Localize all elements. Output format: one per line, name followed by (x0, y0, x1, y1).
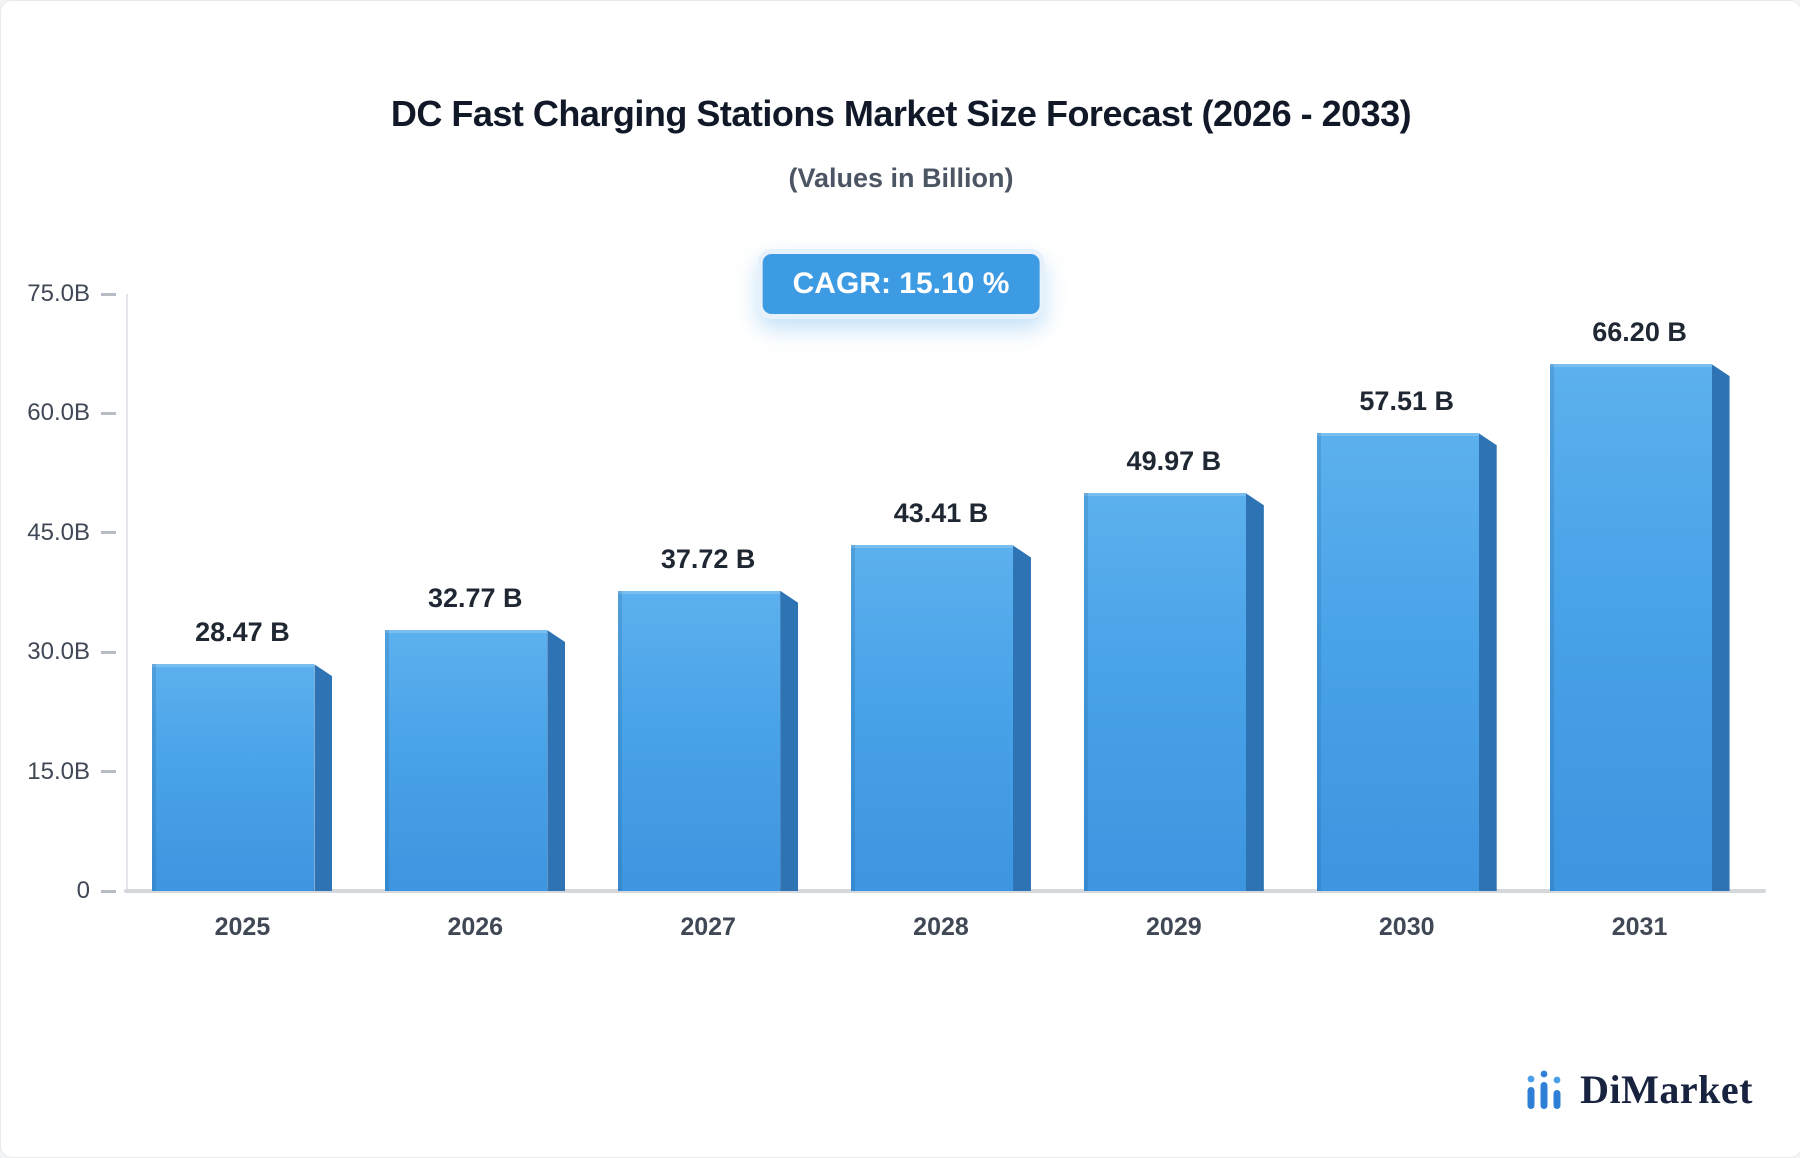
bar-chart-icon (1527, 1070, 1561, 1109)
bar-2025 (152, 664, 333, 891)
bar-slot: 32.77 B 2026 (359, 294, 592, 941)
bar-front-face (1549, 364, 1712, 891)
y-tick-mark (101, 531, 116, 535)
bar-2027 (618, 590, 799, 891)
bar-value-label: 43.41 B (893, 498, 989, 529)
bar-2028 (850, 545, 1031, 891)
bar-2026 (385, 630, 566, 891)
x-axis-label: 2028 (913, 913, 969, 941)
brand-logo: DiMarket (1522, 1066, 1753, 1113)
bar-front-face (1083, 493, 1246, 891)
x-axis-label: 2026 (447, 913, 504, 941)
y-tick-label: 60.0B (27, 399, 90, 427)
bar-value-label: 28.47 B (195, 617, 290, 648)
bar-slot: 37.72 B 2027 (592, 294, 825, 941)
x-axis-label: 2025 (214, 913, 271, 941)
bar-slot: 28.47 B 2025 (126, 294, 359, 941)
y-tick-label: 15.0B (27, 757, 90, 785)
bar-value-label: 37.72 B (660, 543, 756, 574)
bar-side-face (547, 630, 566, 891)
x-axis-label: 2031 (1611, 913, 1668, 941)
bar-value-label: 49.97 B (1126, 446, 1222, 477)
y-tick-mark (101, 770, 116, 774)
y-tick-mark (101, 650, 116, 654)
bar-value-label: 57.51 B (1359, 386, 1454, 417)
bar-slot: 66.20 B 2031 (1523, 294, 1756, 941)
bar-2029 (1083, 493, 1264, 891)
bar-slot: 49.97 B 2029 (1057, 294, 1290, 941)
bar-side-face (1478, 433, 1497, 891)
y-tick-mark (101, 889, 116, 893)
bar-side-face (314, 664, 333, 891)
y-tick-label: 30.0B (27, 638, 90, 666)
bar-side-face (1245, 493, 1264, 891)
plot-area: 75.0B 60.0B 45.0B 30.0B 15.0B 0 28.47 B 2025 32.… (27, 280, 1766, 941)
bar-value-label: 32.77 B (427, 583, 523, 614)
y-tick-mark (101, 411, 116, 415)
bar-slot: 43.41 B 2028 (825, 294, 1058, 941)
x-axis-label: 2030 (1378, 913, 1435, 941)
x-axis-label: 2029 (1146, 913, 1202, 941)
bar-2030 (1316, 433, 1497, 891)
x-axis-label: 2027 (680, 913, 736, 941)
chart-title: DC Fast Charging Stations Market Size Fo… (390, 93, 1412, 134)
brand-name: DiMarket (1580, 1067, 1753, 1112)
y-tick-label: 0 (76, 877, 90, 904)
bar-front-face (385, 630, 548, 891)
bar-front-face (152, 664, 315, 891)
cagr-badge-label: CAGR: 15.10 % (792, 267, 1010, 300)
bar-value-label: 66.20 B (1592, 317, 1687, 348)
y-axis-line (126, 294, 128, 891)
bar-side-face (1012, 545, 1031, 891)
bar-side-face (780, 590, 799, 891)
y-tick-mark (101, 292, 116, 296)
y-tick-label: 45.0B (27, 518, 90, 546)
chart-subtitle: (Values in Billion) (788, 163, 1014, 193)
bar-front-face (618, 590, 781, 891)
bar-slot: 57.51 B 2030 (1290, 294, 1523, 941)
bar-front-face (850, 545, 1013, 891)
bar-front-face (1316, 433, 1479, 891)
y-tick-label: 75.0B (27, 280, 90, 307)
x-axis-line (124, 889, 1766, 893)
cagr-badge: CAGR: 15.10 % (757, 249, 1045, 319)
bar-2031 (1549, 364, 1730, 891)
bar-side-face (1711, 364, 1730, 891)
